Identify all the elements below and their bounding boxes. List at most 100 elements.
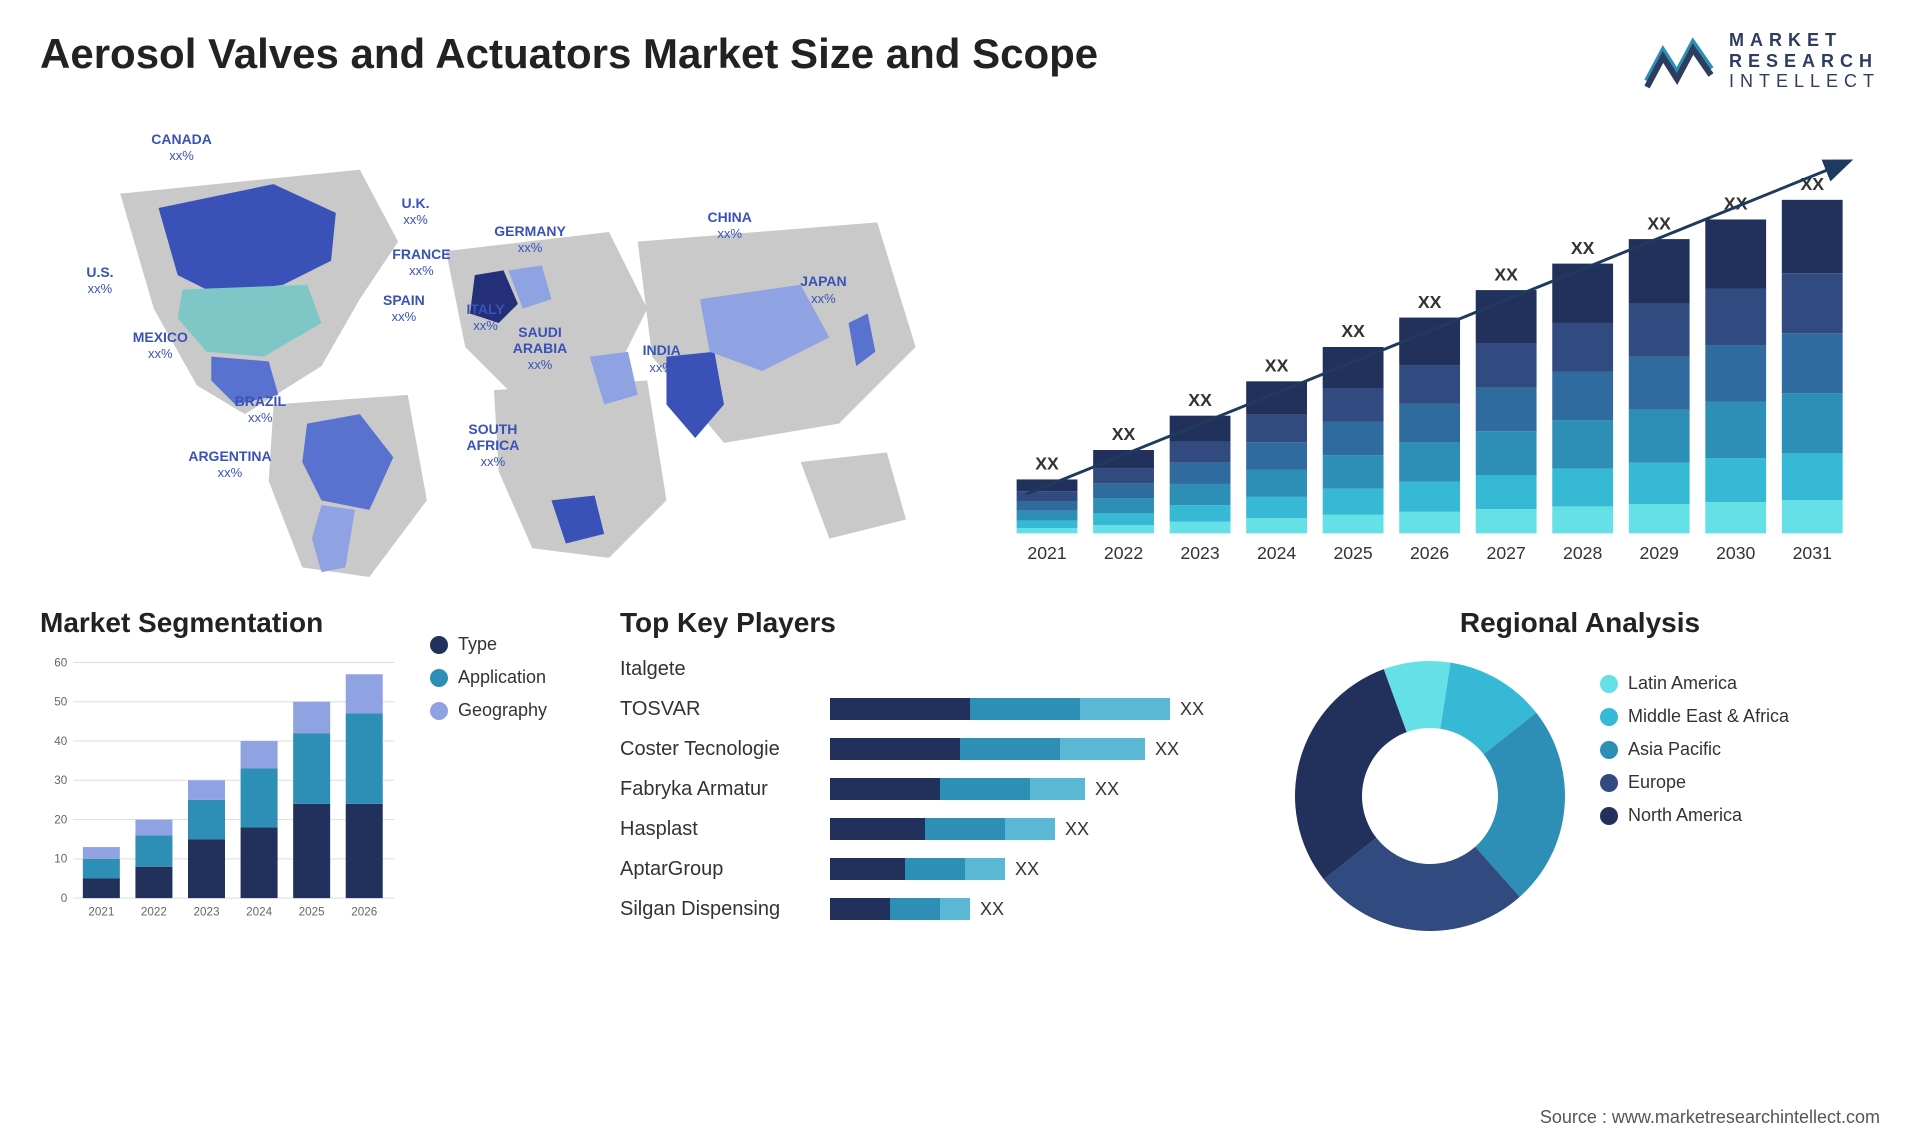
player-value: XX <box>1095 779 1119 800</box>
player-bar <box>830 738 1145 760</box>
brand-logo: MARKET RESEARCH INTELLECT <box>1643 30 1880 92</box>
regional-title: Regional Analysis <box>1280 607 1880 639</box>
player-bar <box>830 778 1085 800</box>
page-title: Aerosol Valves and Actuators Market Size… <box>40 30 1098 78</box>
player-bar <box>830 858 1005 880</box>
player-name: Hasplast <box>620 818 830 841</box>
player-row: HasplastXX <box>620 811 1260 847</box>
segmentation-panel: Market Segmentation 0 10 20 30 40 50 60 2021 202… <box>40 607 600 941</box>
map-label-canada: CANADAxx% <box>151 131 212 164</box>
players-list: ItalgeteTOSVARXXCoster TecnologieXXFabry… <box>620 651 1260 927</box>
trend-chart-panel: XX 2021 XX 2022 XX 2023 XX 2024 XX 2025 XX 2026 XX 20… <box>997 117 1880 577</box>
svg-text:2028: 2028 <box>1563 543 1602 563</box>
svg-text:40: 40 <box>54 735 67 748</box>
map-label-france: FRANCExx% <box>392 246 450 279</box>
map-label-china: CHINAxx% <box>707 209 751 242</box>
trend-chart: XX 2021 XX 2022 XX 2023 XX 2024 XX 2025 XX 2026 XX 20… <box>997 117 1880 577</box>
brand-logo-text: MARKET RESEARCH INTELLECT <box>1729 30 1880 92</box>
svg-text:2025: 2025 <box>299 906 325 919</box>
map-label-uk: U.K.xx% <box>402 195 430 228</box>
player-value: XX <box>1015 859 1039 880</box>
svg-text:2023: 2023 <box>1181 543 1220 563</box>
regional-donut <box>1285 651 1575 941</box>
segmentation-legend-item: Type <box>430 634 600 655</box>
regional-legend-item: Latin America <box>1600 673 1880 694</box>
svg-text:XX: XX <box>1494 264 1518 284</box>
svg-text:30: 30 <box>54 774 67 787</box>
svg-text:2023: 2023 <box>194 906 220 919</box>
player-bar <box>830 898 970 920</box>
svg-text:XX: XX <box>1265 356 1289 376</box>
player-name: TOSVAR <box>620 698 830 721</box>
player-name: AptarGroup <box>620 858 830 881</box>
svg-text:2027: 2027 <box>1487 543 1526 563</box>
svg-text:0: 0 <box>61 892 68 905</box>
map-label-brazil: BRAZILxx% <box>235 393 286 426</box>
map-label-southafrica: SOUTHAFRICAxx% <box>466 421 519 470</box>
segmentation-legend-item: Application <box>430 667 600 688</box>
player-bar <box>830 818 1055 840</box>
player-row: AptarGroup XX <box>620 851 1260 887</box>
segmentation-legend: Type Application Geography <box>430 607 600 941</box>
svg-text:2021: 2021 <box>88 906 114 919</box>
svg-text:2031: 2031 <box>1793 543 1832 563</box>
svg-text:XX: XX <box>1035 454 1059 474</box>
player-value: XX <box>980 899 1004 920</box>
svg-text:2026: 2026 <box>351 906 377 919</box>
regional-legend-item: Europe <box>1600 772 1880 793</box>
svg-text:XX: XX <box>1341 321 1365 341</box>
svg-text:XX: XX <box>1188 390 1212 410</box>
regional-panel: Regional Analysis Latin America Middle Ea… <box>1280 607 1880 941</box>
world-map-panel: CANADAxx% U.S.xx% MEXICOxx% BRAZILxx% ARGENT… <box>40 117 967 577</box>
player-value: XX <box>1155 739 1179 760</box>
regional-legend-item: Middle East & Africa <box>1600 706 1880 727</box>
regional-legend: Latin America Middle East & Africa Asia Pa… <box>1600 651 1880 941</box>
svg-text:20: 20 <box>54 814 67 827</box>
map-label-germany: GERMANYxx% <box>494 223 566 256</box>
player-row: TOSVAR XX <box>620 691 1260 727</box>
map-label-india: INDIAxx% <box>643 342 681 375</box>
map-label-saudiarabia: SAUDIARABIAxx% <box>513 324 567 373</box>
map-label-argentina: ARGENTINAxx% <box>188 448 271 481</box>
players-panel: Top Key Players ItalgeteTOSVARXXCoster T… <box>620 607 1260 941</box>
svg-text:2021: 2021 <box>1027 543 1066 563</box>
player-name: Fabryka Armatur <box>620 778 830 801</box>
players-title: Top Key Players <box>620 607 1260 639</box>
player-bar <box>830 698 1170 720</box>
svg-text:XX: XX <box>1112 424 1136 444</box>
svg-text:2024: 2024 <box>1257 543 1296 563</box>
svg-text:XX: XX <box>1647 213 1671 233</box>
map-label-us: U.S.xx% <box>86 264 113 297</box>
svg-text:2030: 2030 <box>1716 543 1755 563</box>
player-row: Italgete <box>620 651 1260 687</box>
svg-text:2024: 2024 <box>246 906 272 919</box>
svg-text:60: 60 <box>54 656 67 669</box>
map-label-mexico: MEXICOxx% <box>133 329 188 362</box>
svg-text:2026: 2026 <box>1410 543 1449 563</box>
player-name: Italgete <box>620 658 830 681</box>
svg-text:XX: XX <box>1418 292 1442 312</box>
map-label-spain: SPAINxx% <box>383 292 425 325</box>
player-row: Coster Tecnologie XX <box>620 731 1260 767</box>
brand-logo-mark <box>1643 31 1717 91</box>
map-label-japan: JAPANxx% <box>800 273 846 306</box>
segmentation-legend-item: Geography <box>430 700 600 721</box>
svg-text:50: 50 <box>54 696 67 709</box>
svg-text:2025: 2025 <box>1334 543 1373 563</box>
svg-text:2022: 2022 <box>141 906 167 919</box>
svg-text:2029: 2029 <box>1640 543 1679 563</box>
segmentation-chart: 0 10 20 30 40 50 60 2021 2022 2023 2024 2025 2026 <box>40 651 410 931</box>
player-name: Coster Tecnologie <box>620 738 830 761</box>
source-attribution: Source : www.marketresearchintellect.com <box>1540 1107 1880 1128</box>
map-label-italy: ITALYxx% <box>466 301 504 334</box>
regional-legend-item: North America <box>1600 805 1880 826</box>
player-row: Silgan Dispensing XX <box>620 891 1260 927</box>
player-row: Fabryka Armatur XX <box>620 771 1260 807</box>
player-name: Silgan Dispensing <box>620 898 830 921</box>
player-value: XX <box>1180 699 1204 720</box>
svg-text:2022: 2022 <box>1104 543 1143 563</box>
svg-text:10: 10 <box>54 853 67 866</box>
svg-text:XX: XX <box>1571 238 1595 258</box>
regional-legend-item: Asia Pacific <box>1600 739 1880 760</box>
segmentation-title: Market Segmentation <box>40 607 415 639</box>
